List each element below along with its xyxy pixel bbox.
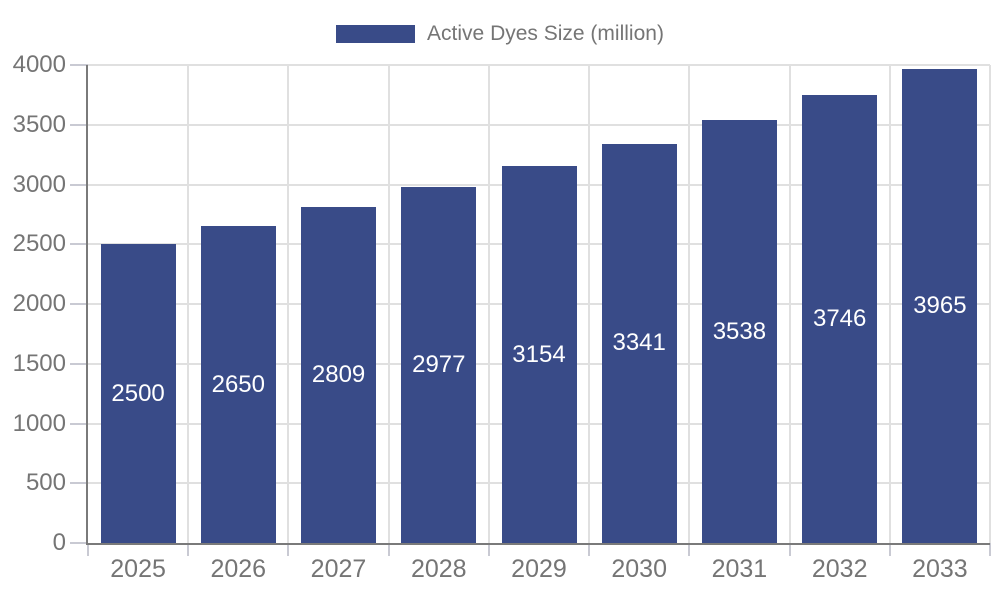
bar-value-label: 3538	[712, 317, 767, 345]
y-axis-tick	[70, 362, 88, 365]
y-axis-tick	[70, 542, 88, 544]
x-tick-label: 2027	[310, 555, 367, 583]
gridline-vertical	[688, 65, 691, 543]
bar-value-label: 2977	[412, 351, 466, 379]
x-axis-tick	[588, 543, 591, 556]
x-axis-tick	[487, 543, 490, 556]
y-tick-label: 500	[25, 469, 66, 497]
x-tick-label: 2033	[912, 555, 968, 583]
x-tick-label: 2028	[410, 555, 467, 583]
y-tick-label: 3000	[12, 170, 66, 198]
gridline-vertical	[487, 65, 490, 543]
gridline-vertical	[187, 65, 190, 543]
x-axis-tick	[187, 543, 190, 556]
bar	[802, 95, 878, 543]
x-tick-label: 2025	[110, 555, 166, 583]
y-tick-label: 1000	[12, 409, 66, 437]
gridline-horizontal	[88, 123, 990, 126]
bar	[902, 69, 978, 543]
x-tick-label: 2026	[210, 555, 267, 583]
bar	[100, 244, 176, 544]
bar-value-label: 3154	[512, 340, 566, 368]
x-axis-tick	[287, 543, 290, 556]
bar	[501, 166, 577, 543]
y-tick-label: 3500	[12, 110, 66, 138]
x-axis-line	[86, 543, 990, 545]
y-axis-tick	[70, 303, 88, 305]
bar	[301, 207, 377, 543]
y-axis-tick	[70, 422, 88, 425]
bar	[601, 143, 677, 543]
y-tick-label: 2500	[12, 230, 66, 258]
x-axis-tick	[888, 543, 891, 556]
x-tick-label: 2031	[711, 555, 768, 583]
x-axis-tick	[688, 543, 691, 556]
y-axis-line	[86, 65, 88, 545]
bar-value-label: 3341	[612, 329, 666, 357]
gridline-vertical	[387, 65, 390, 543]
y-axis-tick	[70, 64, 88, 66]
x-axis-tick	[87, 543, 89, 556]
x-axis-tick	[788, 543, 791, 556]
bar	[701, 120, 777, 543]
x-tick-label: 2032	[811, 555, 868, 583]
y-tick-label: 2000	[12, 290, 66, 317]
bar-value-label: 3965	[913, 292, 967, 320]
gridline-horizontal	[88, 64, 990, 66]
legend-swatch	[336, 25, 416, 43]
legend: Active Dyes Size (million)	[0, 17, 1000, 51]
y-axis-tick	[70, 243, 88, 246]
gridline-vertical	[989, 65, 991, 543]
x-axis-tick	[387, 543, 390, 556]
gridline-vertical	[588, 65, 591, 543]
x-tick-label: 2030	[611, 555, 667, 583]
y-axis-tick	[70, 183, 88, 186]
bar	[401, 187, 477, 543]
y-tick-label: 0	[52, 529, 66, 556]
x-axis-tick	[989, 543, 991, 556]
y-tick-label: 4000	[12, 51, 66, 78]
x-tick-label: 2029	[511, 555, 567, 583]
gridline-vertical	[287, 65, 290, 543]
bar-value-label: 3746	[812, 305, 867, 333]
y-axis-tick	[70, 482, 88, 485]
y-tick-label: 1500	[12, 349, 66, 377]
bar-value-label: 2650	[211, 370, 265, 398]
gridline-vertical	[888, 65, 891, 543]
y-axis-tick	[70, 123, 88, 126]
legend-label: Active Dyes Size (million)	[427, 22, 664, 45]
bar	[200, 226, 276, 543]
gridline-vertical	[788, 65, 791, 543]
bar-value-label: 2809	[311, 361, 366, 389]
bar-value-label: 2500	[111, 379, 165, 407]
